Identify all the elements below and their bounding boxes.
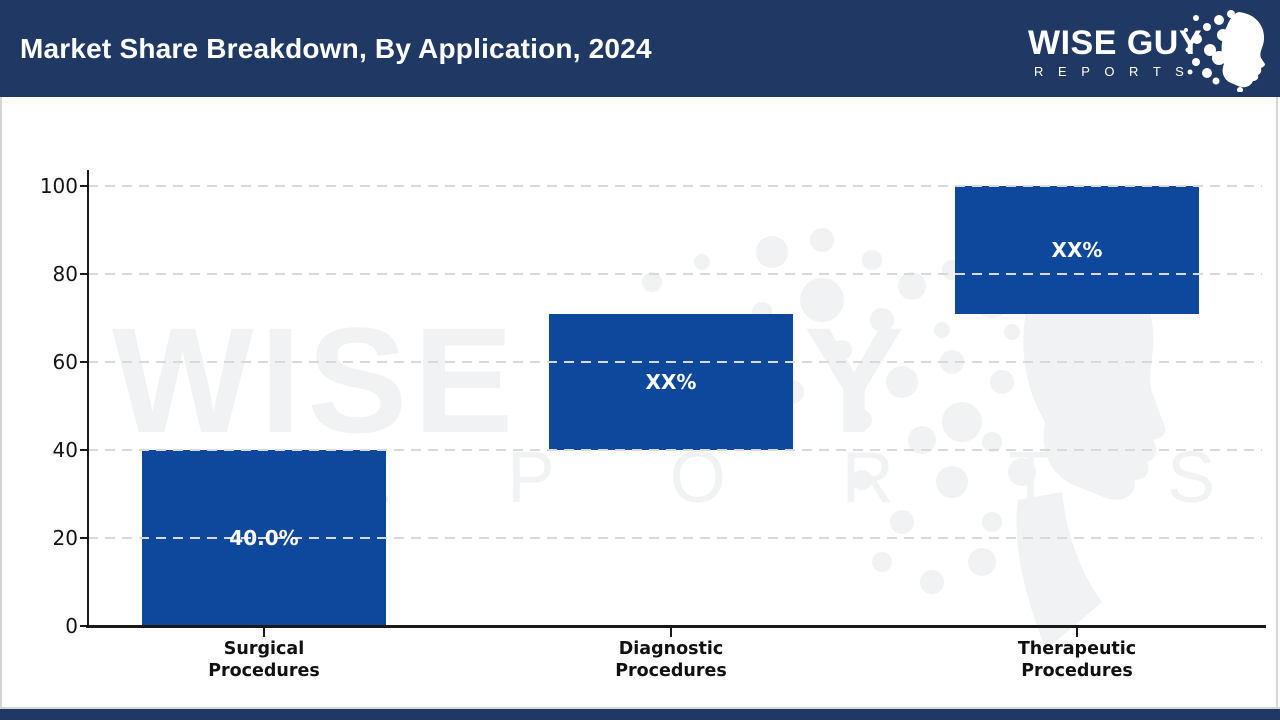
logo-wordmark: WISE GUY	[1028, 24, 1202, 62]
logo-dotted-head-icon	[1184, 9, 1265, 92]
watermark-dotted-head-icon	[635, 228, 1166, 650]
wise-guy-reports-logo: WISE GUY R E P O R T S	[1028, 9, 1265, 92]
y-axis-line	[87, 170, 89, 628]
y-tick-label: 80	[52, 262, 78, 286]
y-tick-label: 60	[52, 350, 78, 374]
x-category-label-line: Therapeutic	[1017, 639, 1137, 659]
y-tick-mark	[80, 185, 88, 187]
y-tick-label: 100	[39, 174, 78, 198]
x-axis-line	[86, 625, 1266, 628]
bottom-border-line	[0, 707, 1280, 709]
bar-value-label: XX%	[645, 369, 697, 394]
x-category-label-line: Procedures	[615, 661, 727, 681]
x-category-label: Surgical Procedures	[134, 638, 394, 682]
y-tick-mark	[80, 449, 88, 451]
y-tick-mark	[80, 361, 88, 363]
x-category-label-line: Procedures	[208, 661, 320, 681]
page-border	[0, 97, 1278, 708]
gridline	[88, 185, 1262, 187]
bar-segment	[549, 313, 793, 450]
x-tick-mark	[1076, 628, 1078, 637]
x-category-label-line: Surgical	[223, 639, 305, 659]
y-tick-label: 0	[65, 614, 78, 638]
gridline	[88, 537, 1262, 539]
x-category-label-line: Procedures	[1021, 661, 1133, 681]
y-tick-mark	[80, 537, 88, 539]
x-category-label-line: Diagnostic	[618, 639, 724, 659]
x-tick-mark	[263, 628, 265, 637]
bar-segment	[955, 186, 1199, 314]
x-category-label: Therapeutic Procedures	[947, 638, 1207, 682]
footer-bar	[0, 709, 1280, 720]
x-tick-mark	[670, 628, 672, 637]
y-tick-mark	[80, 273, 88, 275]
gridline	[88, 449, 1262, 451]
bar-value-label: 40.0%	[229, 526, 299, 550]
y-tick-label: 40	[52, 438, 78, 462]
x-category-label: Diagnostic Procedures	[541, 638, 801, 682]
gridline	[88, 361, 1262, 363]
header-bar: Market Share Breakdown, By Application, …	[0, 0, 1280, 97]
y-tick-mark	[80, 625, 88, 627]
bar-value-label: XX%	[1051, 237, 1103, 262]
y-tick-label: 20	[52, 526, 78, 550]
gridline	[88, 273, 1262, 275]
logo-subtext: R E P O R T S	[1034, 64, 1189, 79]
page-title: Market Share Breakdown, By Application, …	[20, 32, 652, 64]
